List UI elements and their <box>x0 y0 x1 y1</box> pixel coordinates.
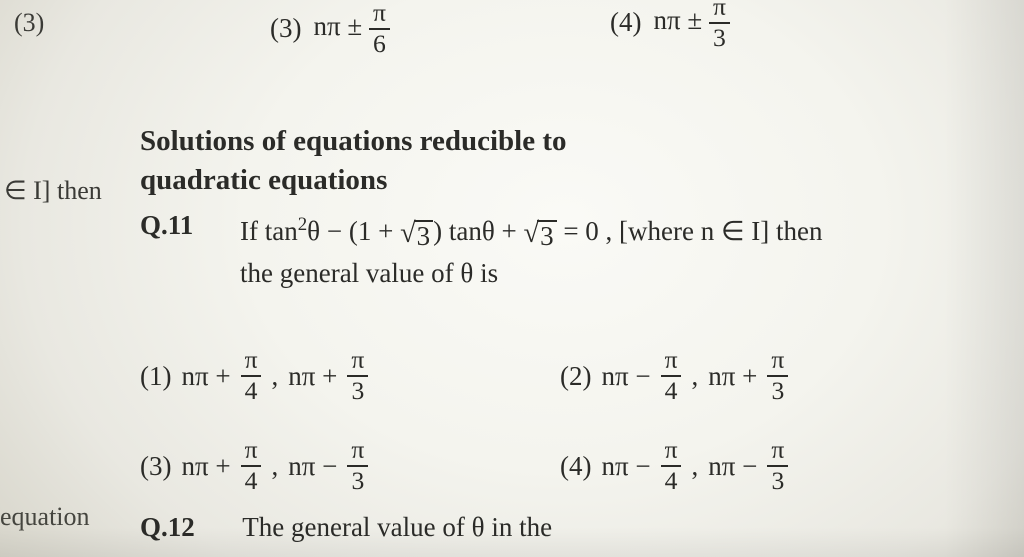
fraction-numerator: π <box>767 437 788 465</box>
sqrt-1: √3 <box>400 220 433 250</box>
stem-prefix: If tan <box>240 216 298 246</box>
page: (3) ∈ I] then equation (3) nπ ± π 6 (4) … <box>0 0 1024 557</box>
fraction-b: π3 <box>347 437 368 495</box>
gutter-prev-fragment: ∈ I] then <box>4 176 102 206</box>
sqrt-2: √3 <box>524 220 557 250</box>
fraction-numerator: π <box>347 347 368 375</box>
expr-b-prefix: nπ − <box>288 451 337 482</box>
q11-option-4: (4) nπ − π4 , nπ − π3 <box>560 430 940 502</box>
section-heading: Solutions of equations reducible to quad… <box>140 122 780 200</box>
fraction-denominator: 3 <box>347 465 368 495</box>
prev-question-options-row: (3) nπ ± π 6 (4) nπ ± π 3 <box>140 0 1024 80</box>
gutter-prev-word: equation <box>0 502 90 532</box>
gutter-prev-option-number: (3) <box>14 8 44 38</box>
fraction-b: π3 <box>767 437 788 495</box>
expr-a-prefix: nπ + <box>181 361 230 392</box>
q11-option-3: (3) nπ + π4 , nπ − π3 <box>140 430 520 502</box>
expr-prefix: nπ ± <box>653 5 702 35</box>
expr-b-prefix: nπ − <box>708 451 757 482</box>
fraction-a: π4 <box>661 347 682 405</box>
fraction-denominator: 4 <box>661 465 682 495</box>
question-12: Q.12 The general value of θ in the <box>140 512 552 543</box>
fraction-numerator: π <box>709 0 730 22</box>
expr-b-prefix: nπ + <box>708 361 757 392</box>
option-label: (4) <box>560 451 591 482</box>
option-label: (2) <box>560 361 591 392</box>
stem-line-2: the general value of θ is <box>240 258 498 288</box>
expr-b-prefix: nπ + <box>288 361 337 392</box>
separator: , <box>272 451 279 482</box>
stem-mid-1: θ − (1 + <box>307 216 400 246</box>
stem-mid-3: = 0 , [where n ∈ I] then <box>557 216 823 246</box>
fraction-a: π4 <box>241 437 262 495</box>
radicand: 3 <box>537 220 557 250</box>
expr-a-prefix: nπ − <box>601 451 650 482</box>
fraction-denominator: 3 <box>347 375 368 405</box>
option-label: (3) <box>270 13 301 44</box>
separator: , <box>692 361 699 392</box>
fraction-numerator: π <box>661 437 682 465</box>
fraction-numerator: π <box>241 347 262 375</box>
radicand: 3 <box>414 220 434 250</box>
heading-line-1: Solutions of equations reducible to <box>140 122 780 161</box>
fraction-denominator: 3 <box>767 465 788 495</box>
expr-a-prefix: nπ + <box>181 451 230 482</box>
question-label: Q.11 <box>140 210 236 241</box>
fraction: π 6 <box>369 0 390 58</box>
fraction-numerator: π <box>767 347 788 375</box>
fraction-numerator: π <box>241 437 262 465</box>
fraction-b: π3 <box>767 347 788 405</box>
stem-mid-2: ) tanθ + <box>433 216 523 246</box>
expr-prefix: nπ ± <box>313 11 362 41</box>
fraction-numerator: π <box>369 0 390 28</box>
prev-option-4: (4) nπ ± π 3 <box>610 0 730 52</box>
fraction-a: π4 <box>661 437 682 495</box>
fraction-denominator: 4 <box>661 375 682 405</box>
question-body: If tan2θ − (1 + √3) tanθ + √3 = 0 , [whe… <box>240 210 1000 295</box>
option-expression: nπ ± π 6 <box>313 0 389 58</box>
option-label: (3) <box>140 451 171 482</box>
q11-option-1: (1) nπ + π4 , nπ + π3 <box>140 340 520 412</box>
q11-option-2: (2) nπ − π4 , nπ + π3 <box>560 340 940 412</box>
option-label: (4) <box>610 7 641 38</box>
option-label: (1) <box>140 361 171 392</box>
fraction-b: π3 <box>347 347 368 405</box>
fraction-denominator: 3 <box>709 22 730 52</box>
fraction-denominator: 3 <box>767 375 788 405</box>
fraction-denominator: 4 <box>241 465 262 495</box>
expr-a-prefix: nπ − <box>601 361 650 392</box>
question-11: Q.11 If tan2θ − (1 + √3) tanθ + √3 = 0 ,… <box>140 210 1004 295</box>
heading-line-2: quadratic equations <box>140 161 780 200</box>
fraction-numerator: π <box>661 347 682 375</box>
separator: , <box>692 451 699 482</box>
fraction-numerator: π <box>347 437 368 465</box>
q11-options: (1) nπ + π4 , nπ + π3 (2) nπ − π4 , nπ +… <box>140 340 994 502</box>
question-label: Q.12 <box>140 512 236 543</box>
question-body: The general value of θ in the <box>242 512 552 542</box>
option-expression: nπ ± π 3 <box>653 0 729 52</box>
stem-line-1: If tan2θ − (1 + √3) tanθ + √3 = 0 , [whe… <box>240 216 823 246</box>
separator: , <box>272 361 279 392</box>
prev-option-3: (3) nπ ± π 6 <box>270 0 390 58</box>
fraction: π 3 <box>709 0 730 52</box>
fraction-denominator: 6 <box>369 28 390 58</box>
fraction-a: π4 <box>241 347 262 405</box>
stem-exponent: 2 <box>298 214 307 235</box>
fraction-denominator: 4 <box>241 375 262 405</box>
